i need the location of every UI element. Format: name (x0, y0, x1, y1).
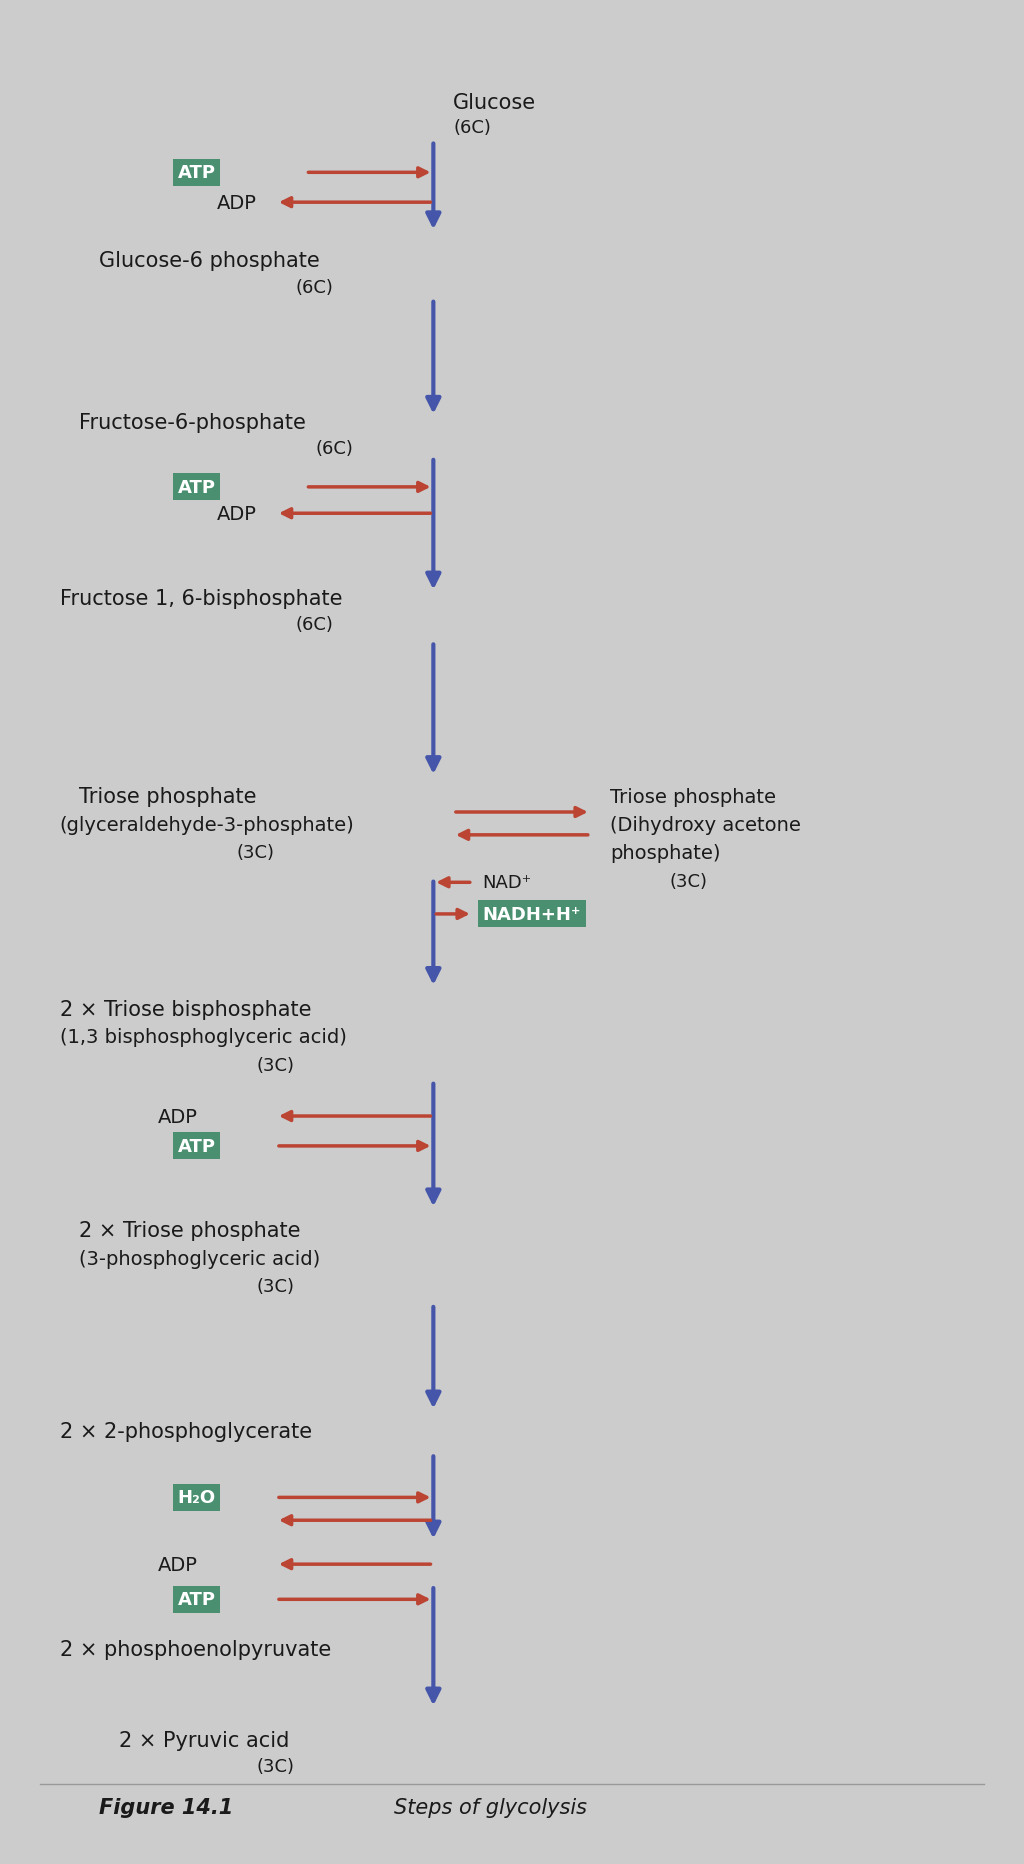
Text: Steps of glycolysis: Steps of glycolysis (394, 1797, 587, 1817)
Text: 2 × 2-phosphoglycerate: 2 × 2-phosphoglycerate (59, 1420, 312, 1441)
Text: ATP: ATP (178, 164, 216, 183)
Text: H₂O: H₂O (178, 1489, 216, 1506)
Text: (6C): (6C) (453, 119, 490, 136)
Text: ADP: ADP (158, 1107, 198, 1126)
Text: NADH+H⁺: NADH+H⁺ (482, 906, 581, 923)
Text: Fructose-6-phosphate: Fructose-6-phosphate (80, 412, 306, 432)
Text: (1,3 bisphosphoglyceric acid): (1,3 bisphosphoglyceric acid) (59, 1027, 347, 1048)
Text: (3C): (3C) (256, 1279, 295, 1295)
Text: 2 × Pyruvic acid: 2 × Pyruvic acid (119, 1730, 289, 1750)
Text: ADP: ADP (217, 505, 257, 524)
Text: ADP: ADP (217, 194, 257, 212)
Text: (3C): (3C) (256, 1758, 295, 1775)
Text: (6C): (6C) (296, 278, 334, 296)
Text: Glucose-6 phosphate: Glucose-6 phosphate (99, 252, 319, 270)
Text: phosphate): phosphate) (610, 844, 721, 863)
Text: 2 × Triose phosphate: 2 × Triose phosphate (80, 1221, 301, 1241)
Text: (3-phosphoglyceric acid): (3-phosphoglyceric acid) (80, 1249, 321, 1268)
Text: ADP: ADP (158, 1555, 198, 1573)
Text: 2 × Triose bisphosphate: 2 × Triose bisphosphate (59, 999, 311, 1020)
Text: NAD⁺: NAD⁺ (482, 874, 531, 891)
Text: (glyceraldehyde-3-phosphate): (glyceraldehyde-3-phosphate) (59, 815, 354, 835)
Text: (3C): (3C) (256, 1057, 295, 1074)
Text: Fructose 1, 6-bisphosphate: Fructose 1, 6-bisphosphate (59, 589, 342, 608)
Text: ATP: ATP (178, 479, 216, 496)
Text: (3C): (3C) (670, 872, 708, 889)
Text: Triose phosphate: Triose phosphate (80, 787, 257, 807)
Text: (6C): (6C) (315, 440, 353, 459)
Text: ATP: ATP (178, 1590, 216, 1609)
Text: (3C): (3C) (237, 844, 274, 861)
Text: ATP: ATP (178, 1137, 216, 1156)
Text: Glucose: Glucose (453, 93, 537, 114)
Text: Figure 14.1: Figure 14.1 (99, 1797, 233, 1817)
Text: (Dihydroxy acetone: (Dihydroxy acetone (610, 815, 801, 835)
Text: 2 × phosphoenolpyruvate: 2 × phosphoenolpyruvate (59, 1638, 331, 1659)
Text: (6C): (6C) (296, 615, 334, 634)
Text: Triose phosphate: Triose phosphate (610, 787, 776, 807)
